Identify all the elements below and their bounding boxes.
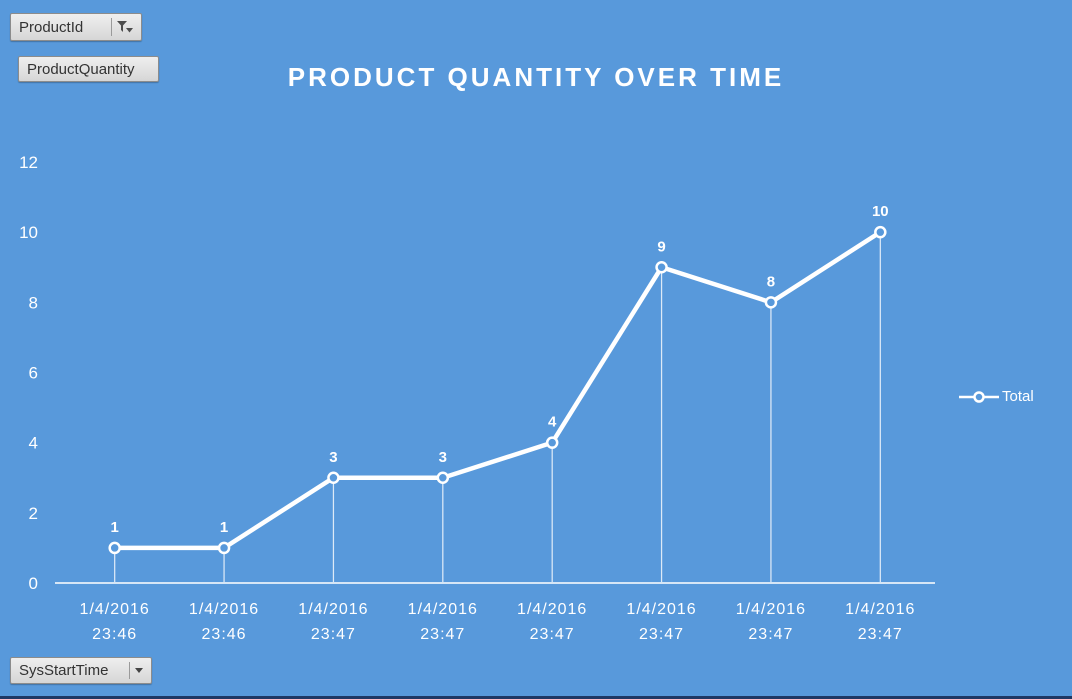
productquantity-field-button[interactable]: ProductQuantity (18, 56, 159, 82)
productquantity-field-label: ProductQuantity (27, 60, 135, 78)
x-tick-label-date: 1/4/2016 (517, 601, 587, 618)
data-label: 4 (548, 414, 557, 431)
data-point-marker (327, 471, 340, 484)
x-tick-label-date: 1/4/2016 (298, 601, 368, 618)
button-divider (129, 661, 130, 680)
button-divider (111, 17, 112, 37)
legend-series-label: Total (1002, 388, 1034, 405)
sysstarttime-field-label: SysStartTime (19, 662, 109, 679)
chart-title: PRODUCT QUANTITY OVER TIME (287, 62, 785, 92)
sysstarttime-field-button[interactable]: SysStartTime (10, 657, 152, 684)
y-tick-label: 12 (19, 153, 38, 172)
x-tick-label-time: 23:46 (92, 626, 137, 643)
productid-filter-label: ProductId (19, 18, 84, 36)
window-bottom-border (0, 696, 1072, 699)
y-tick-label: 2 (29, 504, 38, 523)
chevron-down-icon[interactable] (135, 668, 143, 673)
y-tick-label: 8 (29, 293, 38, 312)
data-point-marker (655, 261, 668, 274)
x-tick-label-time: 23:47 (420, 626, 465, 643)
data-point-marker (217, 541, 231, 555)
legend-marker-icon (959, 390, 999, 403)
x-tick-label-date: 1/4/2016 (80, 601, 150, 618)
x-tick-label-time: 23:47 (858, 626, 903, 643)
data-label: 9 (657, 238, 665, 255)
x-tick-label-time: 23:47 (748, 626, 793, 643)
data-point-marker (436, 471, 450, 484)
series-line-total (112, 229, 883, 551)
data-label: 8 (767, 273, 775, 290)
filter-icon[interactable] (117, 20, 133, 34)
chart-legend[interactable]: Total (958, 388, 1034, 405)
x-tick-label-date: 1/4/2016 (189, 601, 259, 618)
productid-filter-button[interactable]: ProductId (10, 13, 142, 41)
data-label: 3 (439, 449, 447, 466)
x-tick-label-date: 1/4/2016 (626, 601, 696, 618)
y-tick-label: 6 (29, 364, 38, 383)
x-tick-label-date: 1/4/2016 (408, 601, 478, 618)
y-tick-label: 10 (19, 223, 38, 242)
data-point-marker (545, 436, 559, 449)
data-label: 1 (111, 519, 119, 536)
data-label: 3 (329, 449, 337, 466)
y-tick-label: 4 (29, 434, 38, 453)
data-label: 10 (872, 203, 889, 220)
data-point-marker (874, 225, 887, 239)
x-tick-label-date: 1/4/2016 (845, 601, 915, 618)
y-tick-label: 0 (29, 574, 38, 593)
data-point-marker (764, 296, 778, 309)
x-tick-label-time: 23:47 (639, 626, 684, 643)
data-label: 1 (220, 519, 228, 536)
x-tick-label-time: 23:47 (530, 626, 575, 643)
data-point-marker (108, 541, 121, 555)
x-tick-label-date: 1/4/2016 (736, 601, 806, 618)
x-tick-label-time: 23:46 (202, 626, 247, 643)
x-tick-label-time: 23:47 (311, 626, 356, 643)
